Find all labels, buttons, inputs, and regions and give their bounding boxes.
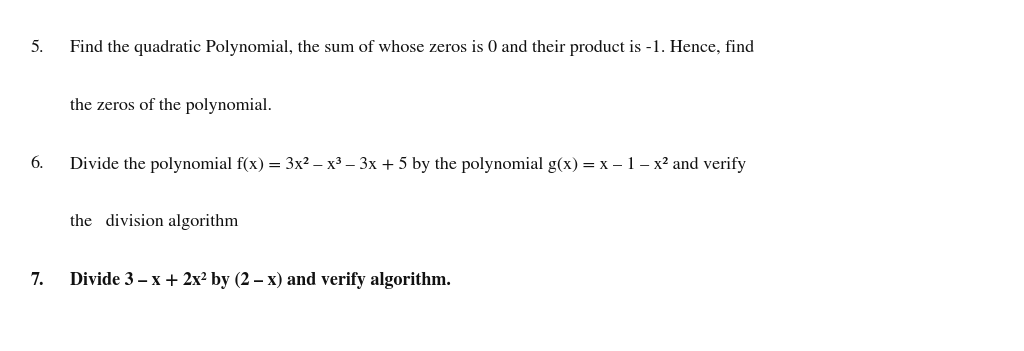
Text: 5.: 5.: [31, 40, 44, 57]
Text: Find the quadratic Polynomial, the sum of whose zeros is 0 and their product is : Find the quadratic Polynomial, the sum o…: [70, 40, 754, 57]
Text: Divide the polynomial f(x) = 3x² – x³ – 3x + 5 by the polynomial g(x) = x – 1 – : Divide the polynomial f(x) = 3x² – x³ – …: [70, 156, 745, 173]
Text: 7.: 7.: [31, 272, 44, 289]
Text: 6.: 6.: [31, 156, 44, 172]
Text: the   division algorithm: the division algorithm: [70, 214, 238, 230]
Text: Divide 3 – x + 2x² by (2 – x) and verify algorithm.: Divide 3 – x + 2x² by (2 – x) and verify…: [70, 272, 451, 289]
Text: the zeros of the polynomial.: the zeros of the polynomial.: [70, 98, 271, 114]
